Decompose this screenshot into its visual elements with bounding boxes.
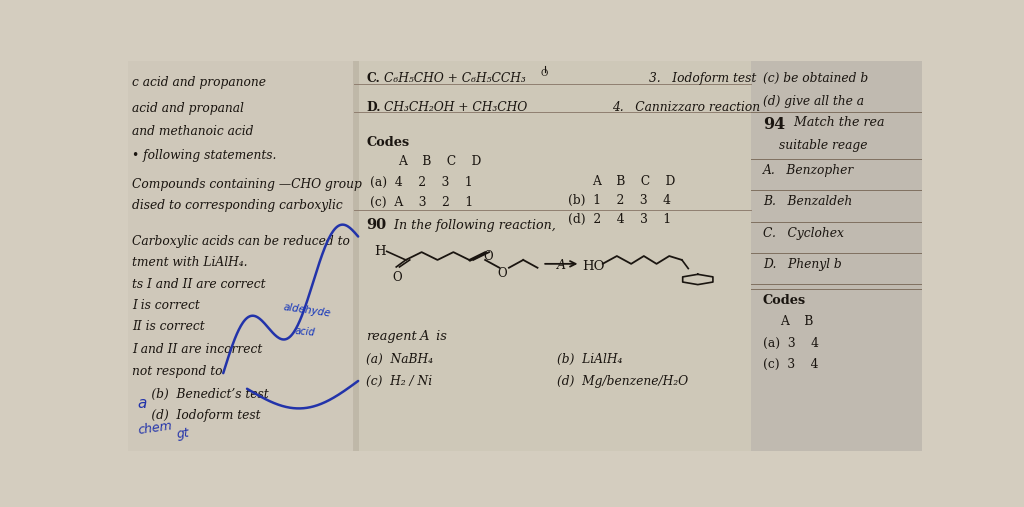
Text: acid: acid: [295, 327, 315, 338]
Text: chem: chem: [137, 419, 174, 437]
Text: A: A: [557, 259, 565, 272]
Text: (c)  A    3    2    1: (c) A 3 2 1: [370, 196, 473, 208]
Text: Match the rea: Match the rea: [790, 116, 885, 129]
Text: A    B    C    D: A B C D: [592, 175, 676, 188]
Text: (c)  H₂ / Ni: (c) H₂ / Ni: [367, 375, 432, 388]
Text: is: is: [432, 330, 446, 343]
Text: B.   Benzaldeh: B. Benzaldeh: [763, 195, 852, 208]
Text: (a)  4    2    3    1: (a) 4 2 3 1: [370, 176, 473, 189]
Text: O: O: [541, 68, 548, 78]
Text: C₆H₅CHO + C₆H₅CCH₃: C₆H₅CHO + C₆H₅CCH₃: [384, 72, 525, 85]
Bar: [354, 61, 751, 451]
Text: (a)  NaBH₄: (a) NaBH₄: [367, 353, 433, 366]
Bar: [128, 61, 354, 451]
Text: In the following reaction,: In the following reaction,: [390, 219, 556, 232]
Text: 90: 90: [367, 218, 386, 232]
Text: II is correct: II is correct: [132, 320, 205, 334]
Text: O: O: [392, 271, 401, 284]
Text: A    B: A B: [780, 315, 814, 329]
Text: A    B    C    D: A B C D: [397, 155, 481, 168]
Text: (d)  Iodoform test: (d) Iodoform test: [132, 409, 260, 422]
Text: D.   Phenyl b: D. Phenyl b: [763, 259, 842, 271]
Text: D.: D.: [367, 101, 381, 114]
Text: I and II are incorrect: I and II are incorrect: [132, 343, 262, 356]
Text: tment with LiAlH₄.: tment with LiAlH₄.: [132, 256, 248, 269]
Text: A: A: [416, 330, 429, 343]
Text: CH₃CH₂OH + CH₃CHO: CH₃CH₂OH + CH₃CHO: [384, 101, 526, 114]
Text: (c)  3    4: (c) 3 4: [763, 357, 818, 371]
Text: (d)  2    4    3    1: (d) 2 4 3 1: [568, 213, 672, 226]
Text: • following statements.: • following statements.: [132, 149, 276, 162]
Text: 94: 94: [763, 116, 785, 133]
Text: Carboxylic acids can be reduced to: Carboxylic acids can be reduced to: [132, 235, 350, 247]
Text: I is correct: I is correct: [132, 299, 200, 312]
Text: (b)  LiAlH₄: (b) LiAlH₄: [557, 353, 622, 366]
Text: a: a: [137, 396, 146, 411]
Text: acid and propanal: acid and propanal: [132, 102, 244, 115]
Text: C.   Cyclohex: C. Cyclohex: [763, 227, 844, 240]
Text: (b)  1    2    3    4: (b) 1 2 3 4: [568, 194, 672, 206]
Text: (a)  3    4: (a) 3 4: [763, 337, 819, 349]
Text: O: O: [483, 250, 494, 263]
Text: ts I and II are correct: ts I and II are correct: [132, 277, 265, 291]
Text: C.: C.: [367, 72, 380, 85]
Text: reagent: reagent: [367, 330, 417, 343]
Bar: [352, 61, 359, 451]
Text: Codes: Codes: [763, 294, 806, 307]
Text: (b)  Benedict’s test: (b) Benedict’s test: [132, 388, 268, 401]
Text: not respond to: not respond to: [132, 365, 222, 378]
Text: dised to corresponding carboxylic: dised to corresponding carboxylic: [132, 199, 343, 212]
Text: H: H: [374, 245, 386, 259]
Text: (d) give all the a: (d) give all the a: [763, 95, 864, 108]
Text: HO: HO: [582, 260, 604, 273]
Text: suitable reage: suitable reage: [779, 139, 867, 152]
Text: aldehyde: aldehyde: [283, 302, 332, 318]
Text: O: O: [498, 267, 508, 280]
Text: Compounds containing —CHO group: Compounds containing —CHO group: [132, 178, 361, 191]
Text: 3.   Iodoform test: 3. Iodoform test: [648, 72, 756, 85]
Text: 4.   Cannizzaro reaction: 4. Cannizzaro reaction: [612, 101, 760, 114]
Bar: [751, 61, 922, 451]
Text: Codes: Codes: [367, 136, 410, 149]
Text: A.   Benzopher: A. Benzopher: [763, 164, 854, 177]
Text: and methanoic acid: and methanoic acid: [132, 125, 254, 138]
Text: (d)  Mg/benzene/H₂O: (d) Mg/benzene/H₂O: [557, 375, 688, 388]
Text: (c) be obtained b: (c) be obtained b: [763, 72, 868, 85]
Text: gt: gt: [176, 426, 190, 441]
Text: c acid and propanone: c acid and propanone: [132, 77, 266, 89]
